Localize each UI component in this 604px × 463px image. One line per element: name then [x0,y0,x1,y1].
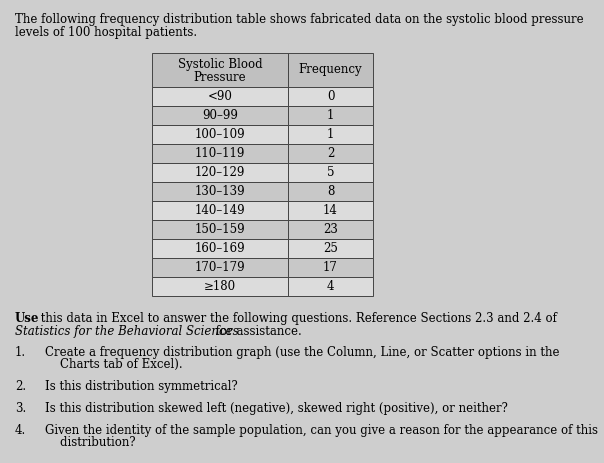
Text: 0: 0 [327,90,334,103]
Text: distribution?: distribution? [45,436,136,449]
Text: Use: Use [15,312,39,325]
Bar [288,144,373,163]
Text: 130–139: 130–139 [194,185,245,198]
Text: 1: 1 [327,109,334,122]
Text: 23: 23 [323,223,338,236]
Bar [288,239,373,258]
Text: The following frequency distribution table shows fabricated data on the systolic: The following frequency distribution tab… [15,13,583,26]
Bar [288,163,373,182]
Text: levels of 100 hospital patients.: levels of 100 hospital patients. [15,26,197,39]
Bar [152,106,288,125]
Bar [152,277,288,296]
Text: 4.: 4. [15,424,26,437]
Bar [152,201,288,220]
Text: <90: <90 [208,90,233,103]
Text: 2.: 2. [15,380,26,393]
Bar [152,239,288,258]
Bar [152,144,288,163]
Text: Is this distribution symmetrical?: Is this distribution symmetrical? [45,380,238,393]
Text: Given the identity of the sample population, can you give a reason for the appea: Given the identity of the sample populat… [45,424,598,437]
Text: 2: 2 [327,147,334,160]
Text: 120–129: 120–129 [195,166,245,179]
Text: 170–179: 170–179 [194,261,245,274]
Bar [152,87,288,106]
Text: Is this distribution skewed left (negative), skewed right (positive), or neither: Is this distribution skewed left (negati… [45,402,508,415]
Text: 90–99: 90–99 [202,109,238,122]
Text: 1: 1 [327,128,334,141]
Bar [152,125,288,144]
Text: Statistics for the Behavioral Sciences: Statistics for the Behavioral Sciences [15,325,239,338]
Bar [288,277,373,296]
Text: 160–169: 160–169 [194,242,245,255]
Bar [152,163,288,182]
Text: Systolic Blood: Systolic Blood [178,58,262,71]
Bar [288,106,373,125]
Text: 150–159: 150–159 [194,223,245,236]
Bar [288,258,373,277]
Text: ≥180: ≥180 [204,280,236,293]
Text: 110–119: 110–119 [195,147,245,160]
Text: 140–149: 140–149 [194,204,245,217]
Text: this data in Excel to answer the following questions. Reference Sections 2.3 and: this data in Excel to answer the followi… [37,312,557,325]
Text: 3.: 3. [15,402,26,415]
Text: 100–109: 100–109 [194,128,245,141]
Bar [288,201,373,220]
Text: Frequency: Frequency [299,63,362,76]
Bar [288,87,373,106]
Bar [152,182,288,201]
Text: 5: 5 [327,166,334,179]
Bar [152,258,288,277]
Text: 1.: 1. [15,346,26,359]
Text: 4: 4 [327,280,334,293]
Bar [288,125,373,144]
Text: Charts tab of Excel).: Charts tab of Excel). [45,358,182,371]
Text: Pressure: Pressure [194,71,246,84]
Text: 8: 8 [327,185,334,198]
Text: for assistance.: for assistance. [212,325,302,338]
Bar [152,220,288,239]
Text: 25: 25 [323,242,338,255]
Bar [288,182,373,201]
Text: Create a frequency distribution graph (use the Column, Line, or Scatter options : Create a frequency distribution graph (u… [45,346,559,359]
Bar [288,220,373,239]
Bar [152,53,288,87]
Text: 14: 14 [323,204,338,217]
Bar [288,53,373,87]
Text: 17: 17 [323,261,338,274]
